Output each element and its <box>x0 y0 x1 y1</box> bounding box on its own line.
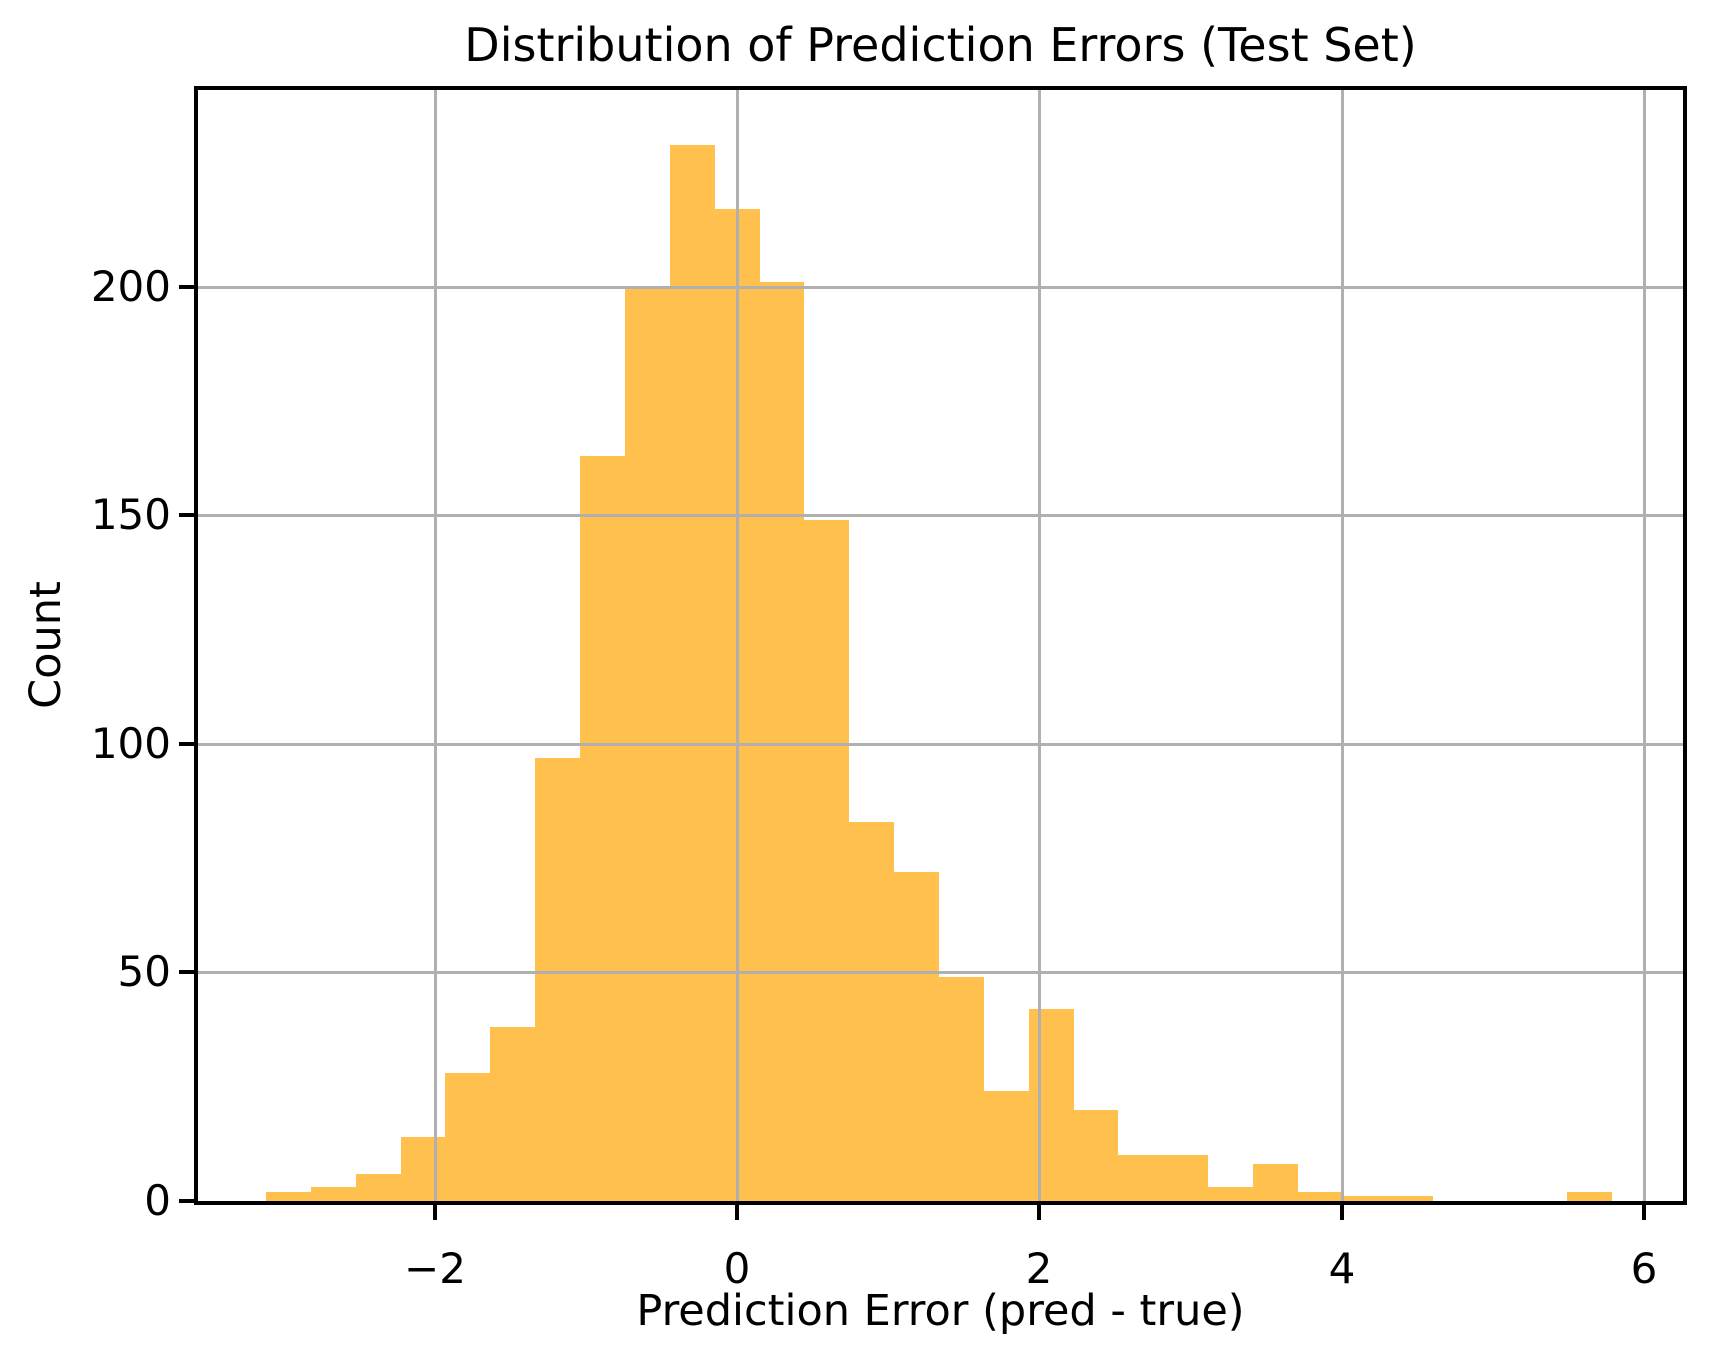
histogram-bar <box>984 1091 1029 1201</box>
y-tick-mark <box>179 1199 194 1203</box>
x-tick-label: −2 <box>404 1244 466 1293</box>
histogram-bar <box>311 1187 356 1201</box>
histogram-bar <box>804 520 849 1201</box>
histogram-bar <box>490 1027 535 1201</box>
x-tick-mark <box>1642 1205 1646 1220</box>
histogram-bar <box>1388 1196 1433 1201</box>
x-tick-label: 0 <box>723 1244 751 1293</box>
x-tick-mark <box>1340 1205 1344 1220</box>
histogram-bar <box>1208 1187 1253 1201</box>
histogram-bar <box>670 145 715 1201</box>
x-axis-label: Prediction Error (pred - true) <box>636 1286 1245 1336</box>
histogram-bar <box>1567 1192 1612 1201</box>
histogram-bar <box>1074 1110 1118 1201</box>
histogram-bar <box>939 977 984 1201</box>
x-tick-mark <box>433 1205 437 1220</box>
y-tick-mark <box>179 513 194 517</box>
x-tick-label: 4 <box>1328 1244 1356 1293</box>
histogram-bar <box>760 282 804 1201</box>
x-tick-label: 2 <box>1025 1244 1053 1293</box>
y-tick-label: 100 <box>90 719 171 768</box>
histogram-bar <box>849 822 894 1201</box>
y-tick-label: 50 <box>117 947 171 996</box>
histogram-bar <box>535 758 580 1201</box>
histogram-bar <box>625 287 670 1201</box>
histogram-bar <box>266 1192 311 1201</box>
y-tick-mark <box>179 742 194 746</box>
histogram-bar <box>445 1073 490 1201</box>
x-tick-label: 6 <box>1630 1244 1658 1293</box>
histogram-bar <box>1118 1155 1163 1201</box>
y-tick-label: 200 <box>90 262 171 311</box>
histogram-bar <box>401 1137 445 1201</box>
x-tick-mark <box>735 1205 739 1220</box>
histogram-bar <box>1343 1196 1388 1201</box>
x-tick-mark <box>1037 1205 1041 1220</box>
plot-area <box>194 86 1687 1205</box>
y-tick-label: 150 <box>90 490 171 539</box>
histogram-bar <box>580 456 625 1201</box>
y-axis-label-text: Count <box>21 581 71 709</box>
y-tick-mark <box>179 285 194 289</box>
y-tick-label: 0 <box>144 1176 171 1225</box>
histogram-bar <box>1029 1009 1074 1201</box>
chart-title: Distribution of Prediction Errors (Test … <box>464 18 1417 72</box>
histogram-bar <box>1253 1164 1298 1201</box>
y-tick-mark <box>179 970 194 974</box>
histogram-bar <box>894 872 939 1201</box>
histogram-bar <box>356 1174 401 1201</box>
histogram-bar <box>1298 1192 1343 1201</box>
histogram-bar <box>715 209 760 1201</box>
histogram-bar <box>1163 1155 1208 1201</box>
histogram-bars <box>198 90 1683 1201</box>
